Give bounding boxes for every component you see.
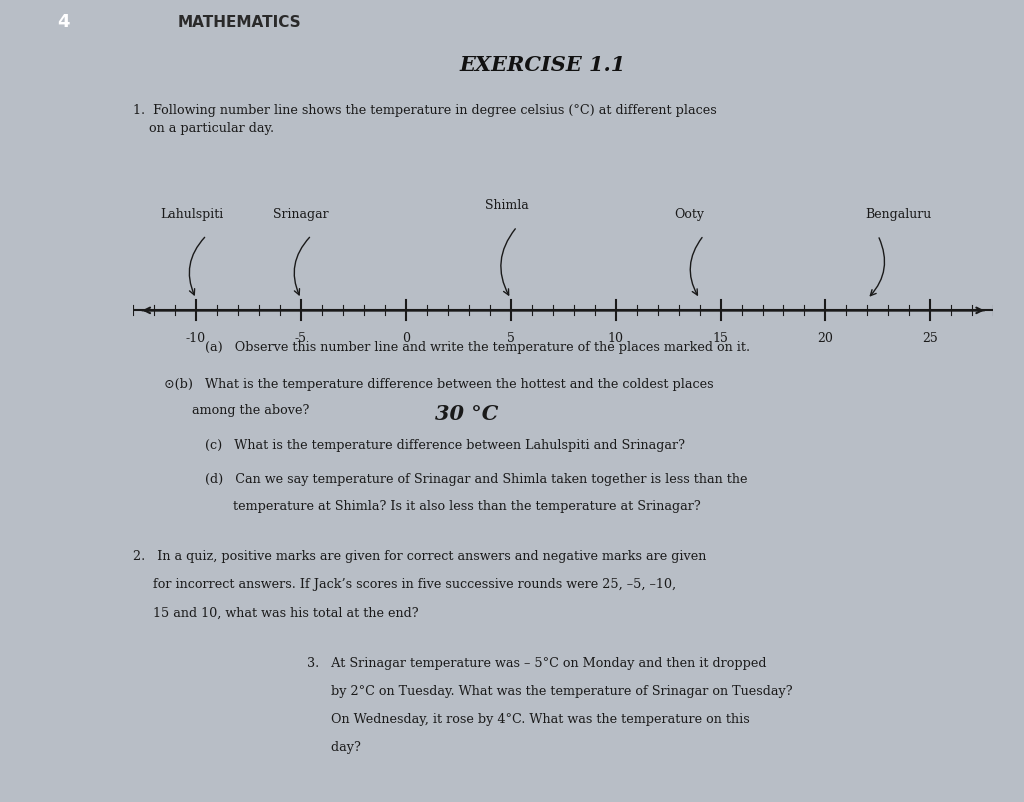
Text: ⊙(b)   What is the temperature difference between the hottest and the coldest pl: ⊙(b) What is the temperature difference … [164,378,714,391]
Text: 10: 10 [607,332,624,345]
Text: for incorrect answers. If Jack’s scores in five successive rounds were 25, –5, –: for incorrect answers. If Jack’s scores … [133,578,676,591]
Text: by 2°C on Tuesday. What was the temperature of Srinagar on Tuesday?: by 2°C on Tuesday. What was the temperat… [307,685,793,698]
Text: 30 °C: 30 °C [435,404,499,424]
Text: 0: 0 [401,332,410,345]
Text: 20: 20 [817,332,834,345]
Text: Lahulspiti: Lahulspiti [160,208,223,221]
Text: 15: 15 [713,332,728,345]
Text: 15 and 10, what was his total at the end?: 15 and 10, what was his total at the end… [133,606,419,619]
Text: EXERCISE 1.1: EXERCISE 1.1 [460,55,626,75]
Text: on a particular day.: on a particular day. [133,122,274,135]
Text: MATHEMATICS: MATHEMATICS [178,14,301,30]
Text: 5: 5 [507,332,515,345]
Text: day?: day? [307,741,361,754]
Text: (a)   Observe this number line and write the temperature of the places marked on: (a) Observe this number line and write t… [205,341,750,354]
Text: among the above?: among the above? [164,404,309,417]
Text: Ooty: Ooty [674,208,705,221]
Text: -10: -10 [186,332,206,345]
Text: (d)   Can we say temperature of Srinagar and Shimla taken together is less than : (d) Can we say temperature of Srinagar a… [205,473,748,486]
Text: Srinagar: Srinagar [273,208,329,221]
Text: Shimla: Shimla [484,199,528,213]
Text: -5: -5 [295,332,307,345]
Text: temperature at Shimla? Is it also less than the temperature at Srinagar?: temperature at Shimla? Is it also less t… [205,500,700,512]
Text: 25: 25 [923,332,938,345]
Text: (c)   What is the temperature difference between Lahulspiti and Srinagar?: (c) What is the temperature difference b… [205,439,685,452]
Text: 4: 4 [56,13,70,31]
Text: 2.   In a quiz, positive marks are given for correct answers and negative marks : 2. In a quiz, positive marks are given f… [133,550,707,563]
Text: Bengaluru: Bengaluru [865,208,932,221]
Text: 1.  Following number line shows the temperature in degree celsius (°C) at differ: 1. Following number line shows the tempe… [133,104,717,117]
Text: 3.   At Srinagar temperature was – 5°C on Monday and then it dropped: 3. At Srinagar temperature was – 5°C on … [307,657,767,670]
Text: On Wednesday, it rose by 4°C. What was the temperature on this: On Wednesday, it rose by 4°C. What was t… [307,713,750,726]
